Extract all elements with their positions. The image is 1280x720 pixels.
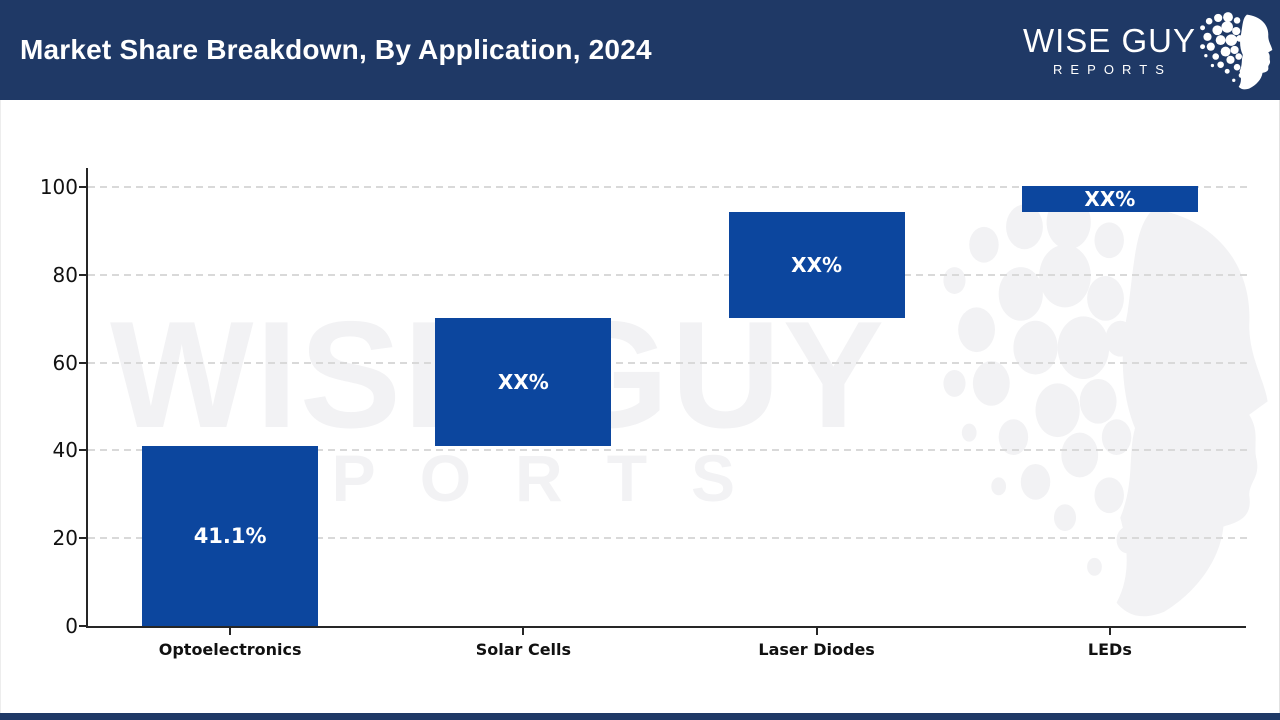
watermark-head-icon: [943, 200, 1268, 617]
x-tick: [815, 628, 818, 635]
y-tick: [79, 537, 86, 540]
bar-solar-cells: XX%: [435, 317, 612, 446]
bar-value-label: XX%: [1084, 187, 1136, 212]
x-category-label: Laser Diodes: [758, 640, 875, 659]
bottom-bar: [0, 713, 1280, 720]
brand-head-icon: [1200, 12, 1273, 90]
x-tick: [229, 628, 232, 635]
brand-logo: WISE GUY REPORTS: [1014, 8, 1274, 96]
y-tick-label: 80: [52, 262, 78, 287]
gridline: [88, 537, 1252, 540]
gridline: [88, 449, 1252, 452]
gridline: [88, 186, 1252, 188]
bar-value-label: XX%: [497, 369, 549, 394]
brand-tagline: REPORTS: [1052, 62, 1172, 77]
x-tick: [522, 628, 525, 635]
y-tick: [79, 361, 86, 364]
x-tick: [1108, 628, 1111, 635]
bar-value-label: 41.1%: [193, 523, 267, 548]
x-axis-line: [86, 626, 1246, 628]
chart-title: Market Share Breakdown, By Application, …: [20, 34, 652, 65]
x-category-label: Optoelectronics: [158, 640, 302, 659]
header: Market Share Breakdown, By Application, …: [0, 0, 1280, 100]
brand-text: WISE GUY REPORTS: [1023, 22, 1196, 77]
y-tick: [79, 449, 86, 452]
bar-laser-diodes: XX%: [728, 212, 905, 318]
bar-value-label: XX%: [791, 252, 843, 277]
y-tick: [79, 273, 86, 276]
x-category-label: LEDs: [1087, 640, 1132, 659]
y-tick-label: 0: [65, 614, 78, 638]
y-tick: [79, 625, 86, 627]
y-tick-label: 60: [52, 350, 78, 375]
y-tick-label: 40: [52, 438, 78, 463]
gridline: [88, 361, 1252, 364]
gridline: [88, 273, 1252, 276]
y-axis-line: [86, 168, 88, 628]
bar-optoelectronics: 41.1%: [142, 445, 319, 626]
brand-name: WISE GUY: [1022, 22, 1196, 59]
y-tick-label: 100: [39, 175, 78, 199]
x-category-label: Solar Cells: [475, 640, 572, 659]
y-tick: [79, 186, 86, 188]
y-tick-label: 20: [52, 526, 78, 551]
bar-leds: XX%: [1021, 186, 1198, 212]
